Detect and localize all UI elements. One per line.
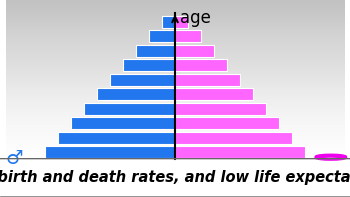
Bar	[175, 30, 201, 42]
Bar	[97, 88, 175, 100]
Bar	[136, 45, 175, 57]
Bar	[149, 30, 175, 42]
Bar	[175, 146, 305, 158]
Bar	[175, 74, 240, 86]
Bar	[175, 117, 279, 129]
Text: ♂: ♂	[6, 149, 23, 168]
Bar	[175, 45, 214, 57]
Bar	[175, 103, 266, 115]
Text: high birth and death rates, and low life expectancies: high birth and death rates, and low life…	[0, 170, 350, 185]
Bar	[84, 103, 175, 115]
Bar	[175, 132, 292, 144]
Bar	[71, 117, 175, 129]
Bar	[110, 74, 175, 86]
Bar	[45, 146, 175, 158]
Bar	[175, 59, 227, 71]
Bar	[175, 88, 253, 100]
Bar	[123, 59, 175, 71]
Bar	[175, 16, 188, 28]
Text: age: age	[180, 9, 210, 27]
Bar	[58, 132, 175, 144]
Bar	[162, 16, 175, 28]
